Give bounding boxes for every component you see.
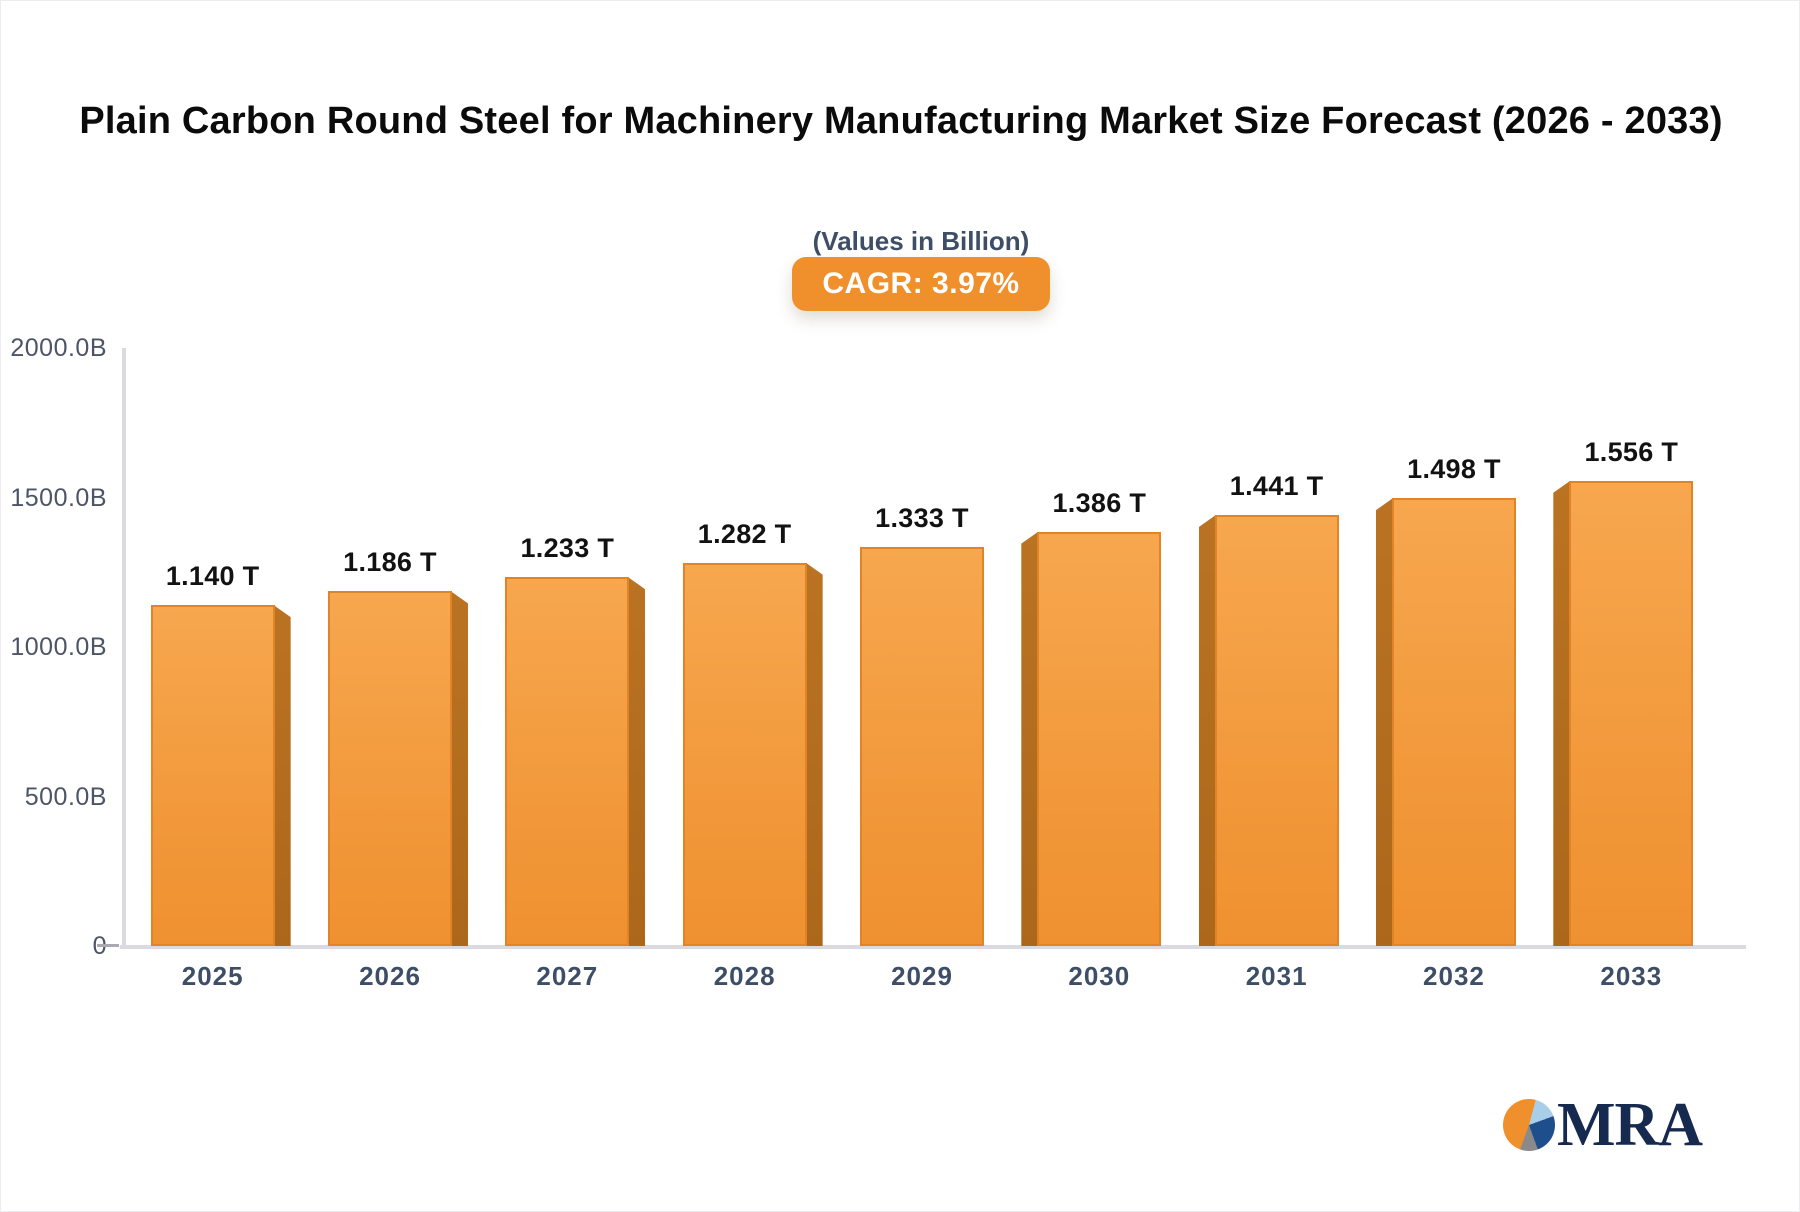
bar-side-face — [1021, 531, 1039, 946]
bar-2030 — [1037, 531, 1162, 946]
y-tick-label: 1500.0B — [10, 483, 107, 512]
bar-side-face — [450, 591, 468, 946]
bar-value-label: 1.333 T — [875, 503, 969, 534]
logo-text: MRA — [1557, 1091, 1703, 1159]
cagr-badge-container: CAGR: 3.97% — [101, 257, 1741, 311]
bar-value-label: 1.140 T — [165, 561, 260, 592]
bar-2032 — [1391, 498, 1516, 946]
bar-side-face — [1198, 515, 1216, 946]
zero-tick-icon — [97, 944, 119, 947]
x-axis-line — [120, 945, 1746, 949]
chart-subtitle: (Values in Billion) — [812, 226, 1030, 256]
cagr-badge: CAGR: 3.97% — [792, 257, 1050, 311]
pie-chart-logo-icon — [1503, 1099, 1555, 1151]
bar-side-face — [273, 605, 291, 946]
bar-2033 — [1569, 480, 1694, 946]
bar-side-face — [805, 562, 823, 946]
bar-side-face — [1375, 498, 1393, 946]
chart-title: Plain Carbon Round Steel for Machinery M… — [79, 100, 1723, 142]
bar-2025 — [150, 605, 275, 946]
bar-value-label: 1.282 T — [697, 518, 792, 549]
bar-2026 — [327, 591, 452, 946]
y-axis-line — [122, 348, 126, 946]
x-tick-label-2026: 2026 — [359, 961, 421, 991]
bar-2029 — [859, 547, 984, 946]
bar-value-label: 1.498 T — [1407, 454, 1501, 485]
bar-side-face — [628, 577, 646, 946]
y-tick-label: 2000.0B — [10, 334, 107, 362]
x-tick-label-2030: 2030 — [1068, 961, 1131, 991]
y-tick-label: 0 — [1, 930, 107, 962]
x-tick-label-2029: 2029 — [891, 961, 953, 991]
x-tick-label-2025: 2025 — [181, 961, 244, 991]
x-tick-label-2027: 2027 — [536, 961, 599, 991]
x-tick-label-2031: 2031 — [1245, 961, 1308, 991]
y-tick-label: 500.0B — [24, 782, 107, 811]
y-tick-label: 1000.0B — [10, 633, 107, 661]
mra-logo: MRA — [1503, 1091, 1703, 1159]
bar-value-label: 1.186 T — [343, 547, 437, 578]
x-tick-label-2032: 2032 — [1423, 961, 1485, 991]
bar-value-label: 1.386 T — [1052, 487, 1147, 518]
x-tick-label-2028: 2028 — [713, 961, 776, 991]
bar-2031 — [1214, 515, 1339, 946]
bar-value-label: 1.441 T — [1229, 471, 1324, 502]
bar-2028 — [682, 562, 807, 946]
x-tick-label-2033: 2033 — [1600, 961, 1663, 991]
bar-side-face — [1553, 480, 1571, 946]
bar-2027 — [505, 577, 630, 946]
bar-value-label: 1.556 T — [1584, 436, 1679, 467]
bar-value-label: 1.233 T — [520, 533, 615, 564]
